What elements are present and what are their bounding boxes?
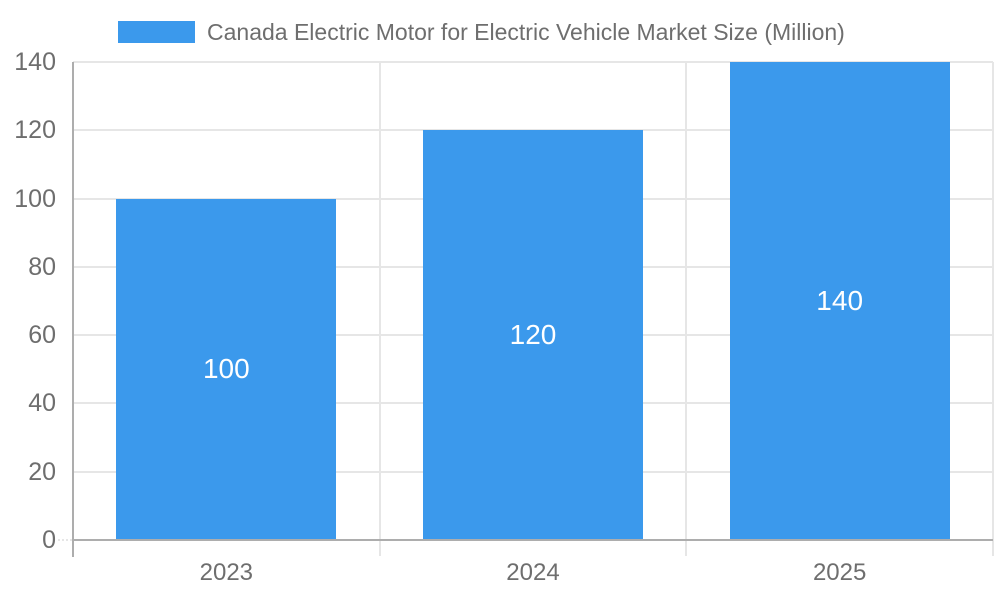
y-axis-label-100: 100 bbox=[14, 184, 56, 213]
legend-swatch-icon bbox=[118, 21, 195, 43]
legend[interactable]: Canada Electric Motor for Electric Vehic… bbox=[118, 19, 845, 45]
bar-value-label-2025: 140 bbox=[816, 285, 864, 316]
y-axis-label-0: 0 bbox=[42, 526, 56, 554]
y-axis-line bbox=[72, 62, 74, 557]
y-axis-label-20: 20 bbox=[28, 457, 56, 486]
v-gridline-2 bbox=[685, 62, 688, 556]
y-axis-label-40: 40 bbox=[28, 389, 56, 418]
v-gridline-3 bbox=[992, 62, 994, 556]
x-axis-label-2025: 2025 bbox=[812, 559, 867, 586]
bar-2024[interactable]: 120 bbox=[423, 130, 643, 540]
bar-2023[interactable]: 100 bbox=[116, 198, 337, 540]
y-axis-label-80: 80 bbox=[28, 252, 56, 281]
zero-gridline-stub bbox=[58, 539, 72, 541]
x-axis-line bbox=[73, 539, 993, 541]
bar-value-label-2023: 100 bbox=[202, 353, 250, 385]
legend-label: Canada Electric Motor for Electric Vehic… bbox=[207, 19, 845, 45]
y-axis-label-140: 140 bbox=[14, 48, 56, 76]
bar-2025[interactable]: 140 bbox=[729, 62, 950, 540]
x-axis-label-2024: 2024 bbox=[506, 559, 560, 586]
h-gridline-140 bbox=[73, 61, 993, 63]
bar-value-label-2024: 120 bbox=[509, 319, 557, 351]
v-gridline-1 bbox=[378, 62, 381, 556]
x-axis-label-2023: 2023 bbox=[199, 559, 254, 586]
y-axis-label-120: 120 bbox=[14, 116, 56, 145]
y-axis-label-60: 60 bbox=[28, 321, 56, 350]
